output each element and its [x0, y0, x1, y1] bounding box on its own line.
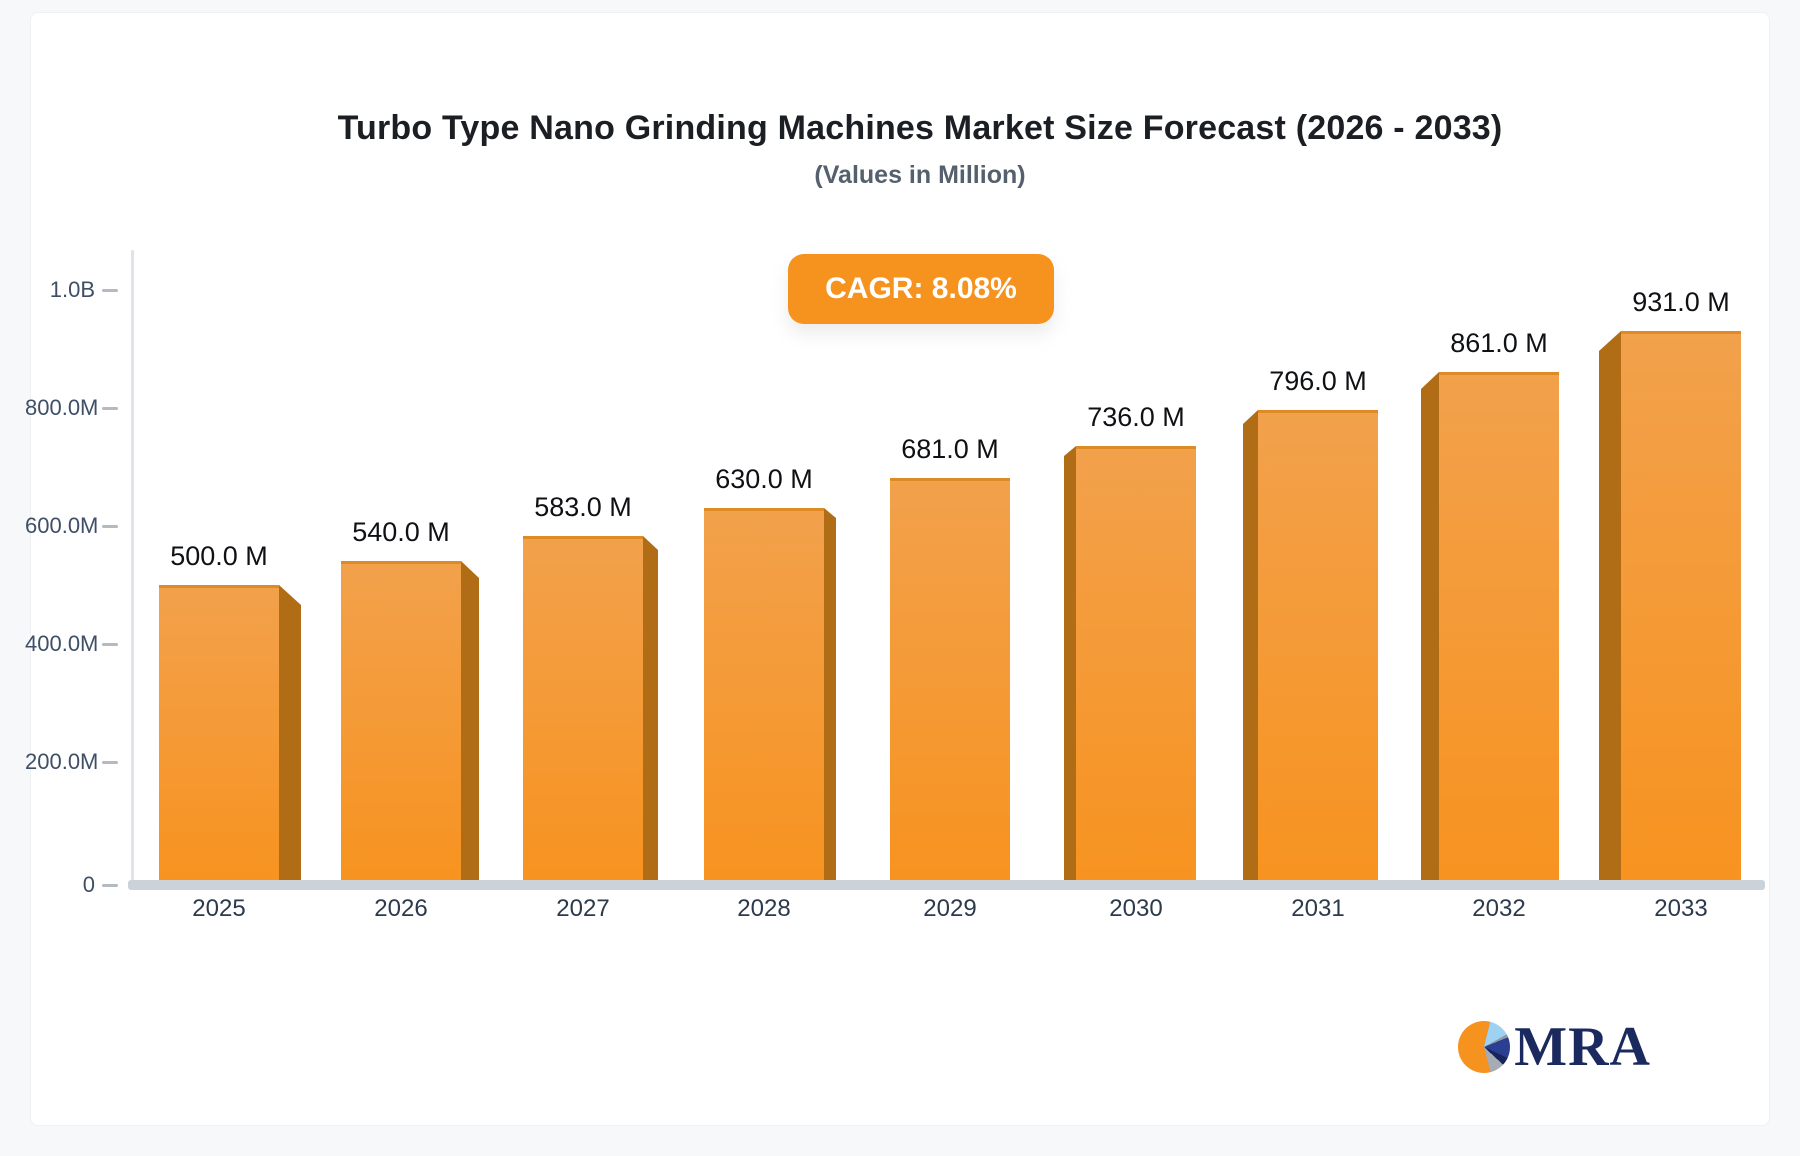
bar-value-label: 630.0 M: [715, 464, 813, 494]
bar-front-face: [890, 478, 1010, 880]
y-axis-tick-label: 200.0M: [25, 749, 99, 774]
chart-subtitle: (Values in Million): [814, 161, 1026, 189]
x-axis-label: 2030: [1109, 895, 1163, 922]
bar-front-face: [1076, 446, 1196, 880]
bar-2032[interactable]: [1421, 372, 1559, 880]
x-axis-label: 2032: [1472, 895, 1526, 922]
bar-2031[interactable]: [1243, 410, 1378, 880]
x-axis-label: 2028: [737, 895, 791, 922]
bar-value-label: 540.0 M: [352, 517, 450, 547]
bar-value-label: 861.0 M: [1450, 328, 1548, 358]
bar-2030[interactable]: [1064, 446, 1196, 880]
x-axis-baseline: [128, 880, 1765, 890]
bar-front-face: [523, 536, 643, 880]
bar-value-label: 736.0 M: [1087, 402, 1185, 432]
bar-value-label: 931.0 M: [1632, 287, 1730, 317]
bar-side-face: [461, 561, 479, 880]
pie-chart-icon: [1458, 1021, 1511, 1073]
bar-side-face: [824, 508, 836, 880]
cagr-badge: CAGR: 8.08%: [788, 254, 1054, 324]
bar-2033[interactable]: [1599, 331, 1741, 880]
y-axis-tick-label: 1.0B: [49, 277, 95, 302]
bar-value-label: 500.0 M: [170, 541, 268, 571]
y-axis-tick-mark: [102, 884, 118, 887]
bar-value-label: 796.0 M: [1269, 366, 1367, 396]
bar-side-face: [1064, 446, 1076, 880]
y-axis-tick-mark: [102, 761, 118, 764]
bar-front-face: [1439, 372, 1559, 880]
y-axis-tick-mark: [102, 525, 118, 528]
brand-logo: MRA: [1458, 1016, 1651, 1078]
x-axis-label: 2031: [1291, 895, 1345, 922]
x-axis-label: 2027: [556, 895, 610, 922]
bar-front-face: [159, 585, 279, 880]
bar-2025[interactable]: [159, 585, 301, 880]
y-axis-line: [131, 250, 134, 890]
bar-2026[interactable]: [341, 561, 479, 880]
bar-front-face: [341, 561, 461, 880]
y-axis-tick-label: 0: [82, 872, 95, 897]
y-axis-tick-label: 800.0M: [25, 395, 99, 420]
y-axis-tick-mark: [102, 643, 118, 646]
bar-value-label: 583.0 M: [534, 492, 632, 522]
y-axis-tick-mark: [102, 407, 118, 410]
x-axis-label: 2026: [374, 895, 428, 922]
y-axis-tick-label: 600.0M: [25, 513, 99, 538]
y-axis-tick-mark: [102, 289, 118, 292]
brand-name: MRA: [1514, 1016, 1651, 1078]
bar-2028[interactable]: [704, 508, 836, 880]
bar-value-label: 681.0 M: [901, 434, 999, 464]
x-axis-label: 2025: [192, 895, 246, 922]
bar-side-face: [643, 536, 658, 880]
bar-side-face: [1421, 372, 1439, 880]
bar-2029[interactable]: [890, 478, 1010, 880]
chart-title: Turbo Type Nano Grinding Machines Market…: [337, 109, 1503, 147]
bar-front-face: [1621, 331, 1741, 880]
bar-side-face: [1243, 410, 1258, 880]
bar-front-face: [1258, 410, 1378, 880]
bar-front-face: [704, 508, 824, 880]
bar-side-face: [1599, 331, 1621, 880]
x-axis-label: 2029: [923, 895, 977, 922]
x-axis-label: 2033: [1654, 895, 1708, 922]
bar-side-face: [279, 585, 301, 880]
bar-2027[interactable]: [523, 536, 658, 880]
y-axis-tick-label: 400.0M: [25, 631, 99, 656]
